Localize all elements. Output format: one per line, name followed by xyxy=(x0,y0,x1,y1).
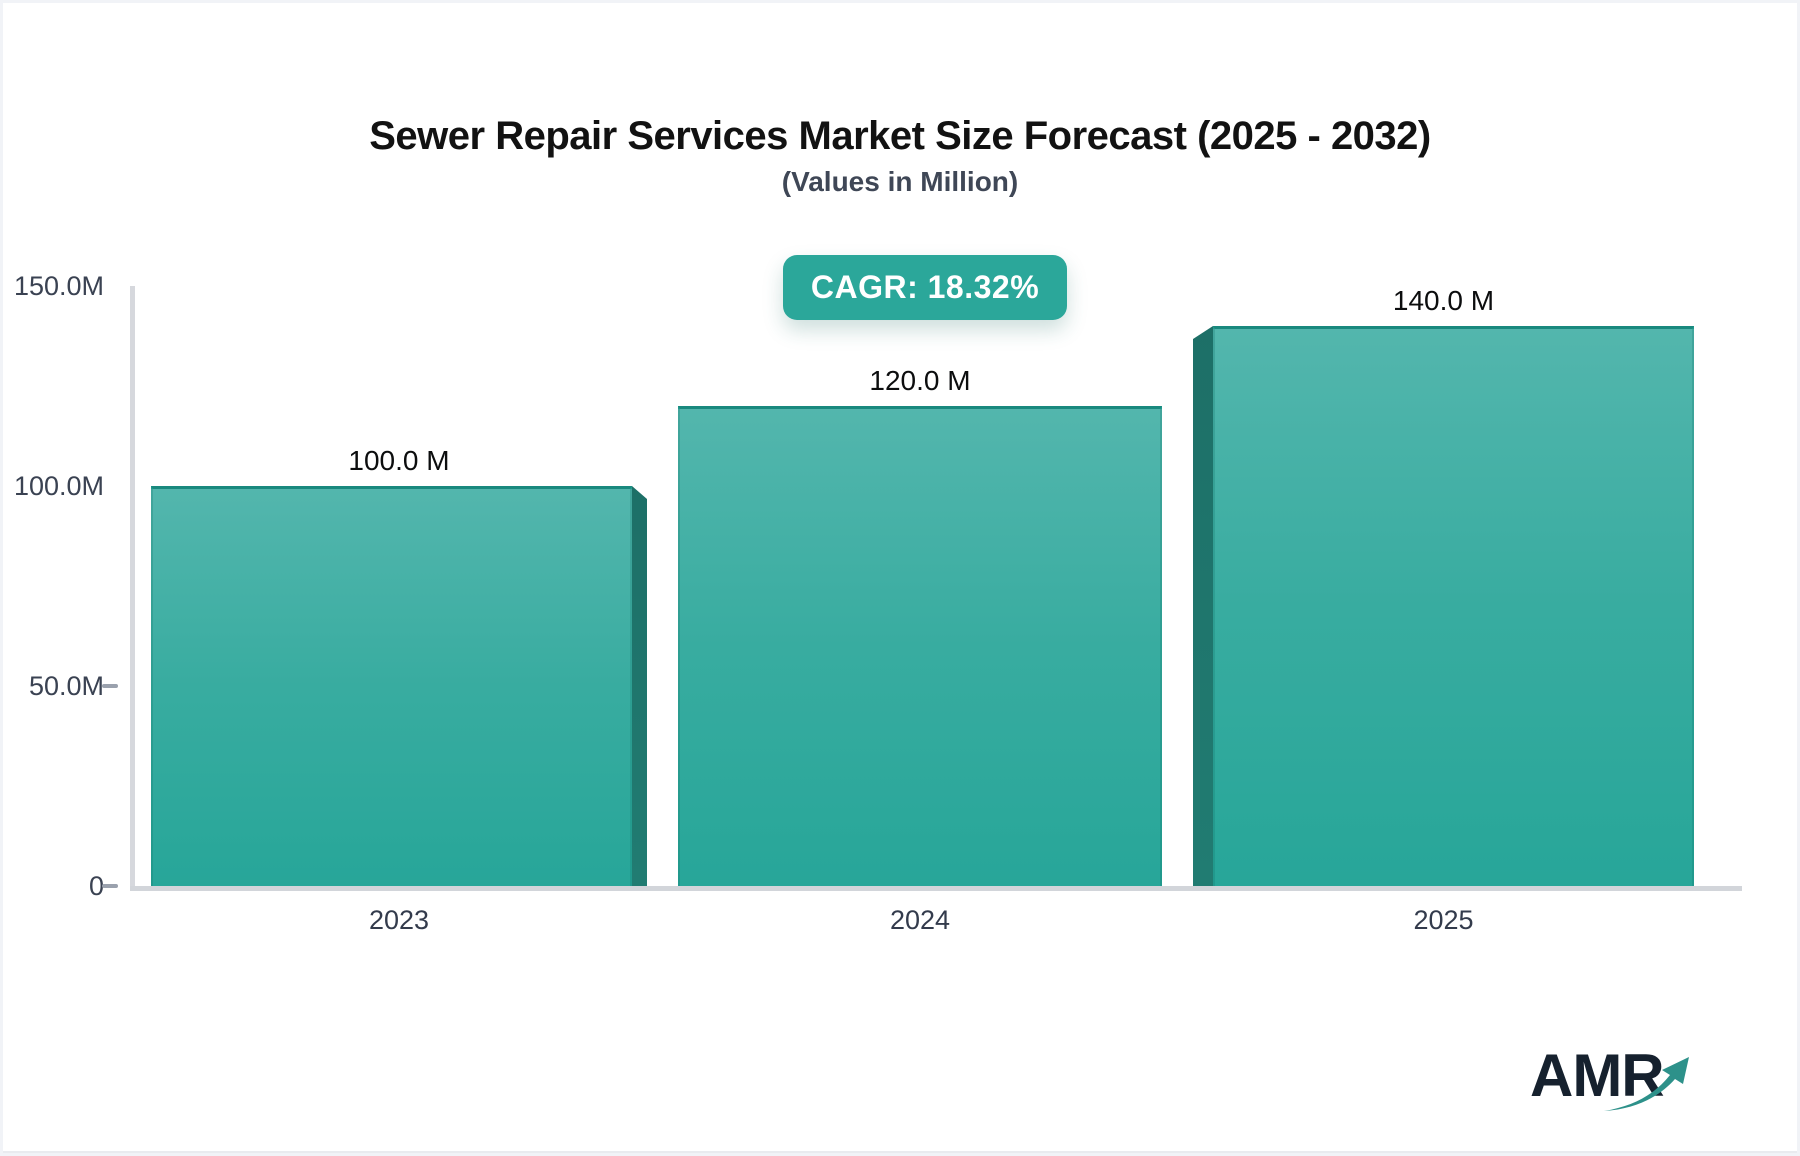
cagr-badge: CAGR: 18.32% xyxy=(783,255,1067,320)
growth-arrow-icon xyxy=(1604,1057,1689,1111)
bar-side-face xyxy=(632,486,647,886)
y-axis-label: 50.0M xyxy=(28,671,104,701)
cagr-badge-label: CAGR: 18.32% xyxy=(810,269,1040,305)
amr-logo: AMR xyxy=(1530,1036,1700,1111)
x-axis-label: 2024 xyxy=(889,905,951,935)
y-tick-dash xyxy=(102,684,118,688)
bar-2024[interactable] xyxy=(678,406,1162,886)
chart-subtitle: (Values in Million) xyxy=(781,166,1019,197)
bar-2025[interactable] xyxy=(1213,326,1694,886)
amr-logo-text: AMR xyxy=(1530,1042,1665,1109)
x-axis-label: 2025 xyxy=(1413,905,1474,935)
y-axis-label: 150.0M xyxy=(13,271,104,301)
bar-value-label: 120.0 M xyxy=(869,365,971,396)
chart-title: Sewer Repair Services Market Size Foreca… xyxy=(369,114,1431,158)
y-axis-label: 0 xyxy=(88,871,104,901)
bar-side-face xyxy=(1193,326,1213,886)
bar-2023[interactable] xyxy=(151,486,632,886)
y-axis-line xyxy=(130,286,135,891)
x-axis-label: 2023 xyxy=(368,905,430,935)
bar-value-label: 100.0 M xyxy=(348,445,450,476)
bar-value-label: 140.0 M xyxy=(1392,285,1495,316)
x-axis-line xyxy=(130,886,1742,891)
y-axis-label: 100.0M xyxy=(13,471,104,501)
y-tick-dash xyxy=(102,884,118,888)
